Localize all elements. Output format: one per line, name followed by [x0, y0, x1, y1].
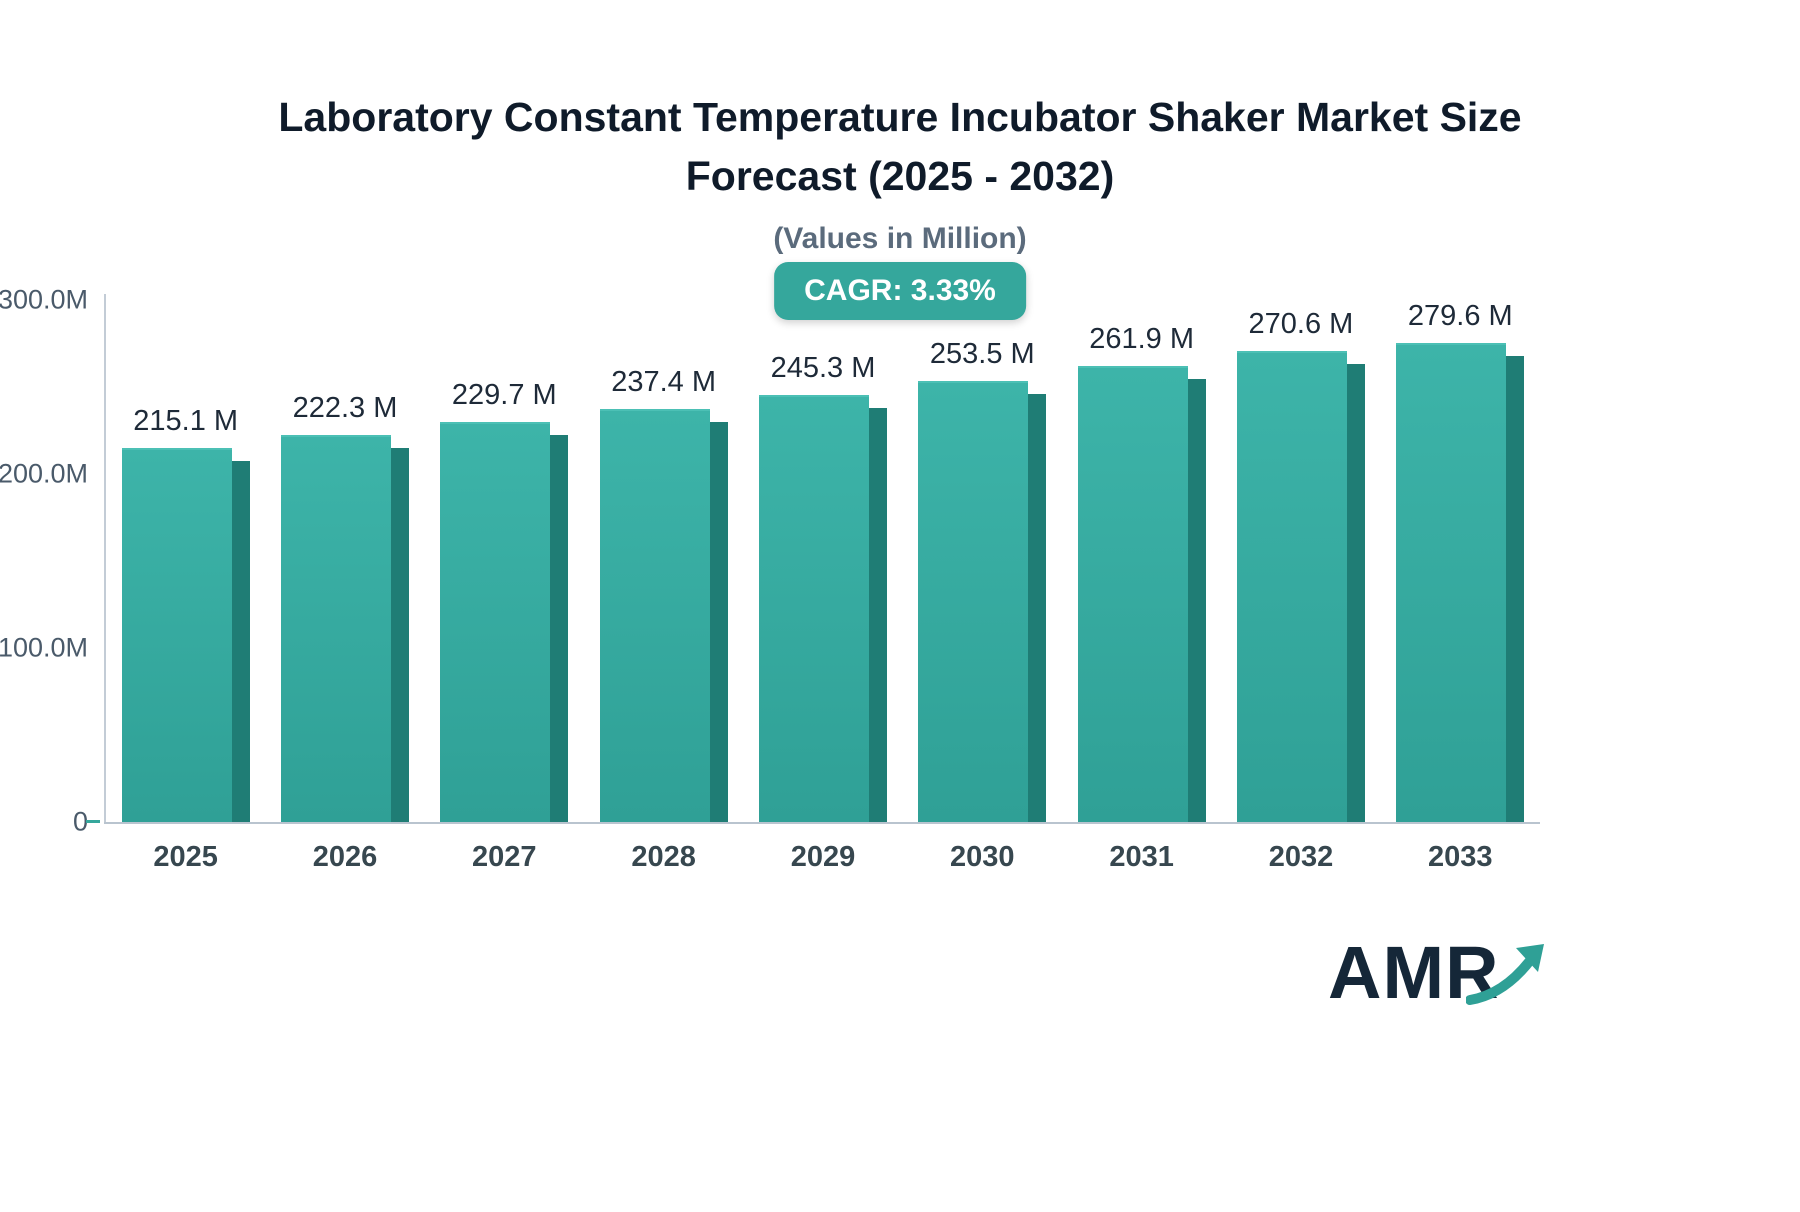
- x-axis-label: 2033: [1428, 841, 1493, 873]
- bar-value-label: 229.7 M: [451, 379, 557, 411]
- bar-value-label: 279.6 M: [1407, 300, 1513, 332]
- bar-side-face: [709, 422, 728, 822]
- bars: 215.1 M 2025 222.3 M 2026 229.7 M 2027 237.4 M…: [106, 300, 1540, 873]
- y-tick-label: 0: [72, 806, 88, 837]
- x-axis-label: 2027: [472, 841, 537, 873]
- bar[interactable]: [758, 395, 887, 822]
- bar[interactable]: [440, 422, 569, 822]
- bar-group: 245.3 M 2029: [743, 300, 902, 873]
- x-axis-label: 2025: [153, 841, 218, 873]
- bar-value-label: 270.6 M: [1248, 308, 1354, 340]
- bar-group: 279.6 M 2033: [1381, 300, 1540, 873]
- bar-front-face: [121, 448, 232, 822]
- x-axis-line: [104, 822, 1540, 824]
- x-axis-label: 2031: [1109, 841, 1174, 873]
- bar-front-face: [280, 435, 391, 822]
- y-axis-labels: 0 100.0M 200.0M 300.0M: [0, 285, 96, 837]
- bar-value-label: 245.3 M: [770, 352, 876, 384]
- bar[interactable]: [121, 448, 250, 822]
- x-axis-label: 2032: [1268, 841, 1334, 873]
- bar-front-face: [1396, 343, 1507, 822]
- bar-group: 253.5 M 2030: [903, 300, 1062, 873]
- y-tick-label: 200.0M: [0, 458, 88, 489]
- chart-title: Laboratory Constant Temperature Incubato…: [278, 94, 1522, 200]
- bar-value-label: 253.5 M: [929, 338, 1035, 370]
- y-axis-line: [104, 294, 106, 824]
- bar-value-label: 215.1 M: [133, 405, 239, 437]
- bar[interactable]: [599, 409, 728, 822]
- bar-side-face: [1187, 379, 1206, 822]
- bar[interactable]: [280, 435, 409, 822]
- bar-group: 237.4 M 2028: [584, 300, 743, 873]
- bar-side-face: [231, 461, 250, 822]
- bar-value-label: 261.9 M: [1089, 323, 1195, 355]
- bar-group: 261.9 M 2031: [1062, 300, 1221, 873]
- bar-side-face: [1346, 364, 1365, 822]
- bar-group: 215.1 M 2025: [106, 300, 265, 873]
- bar-front-face: [1077, 366, 1188, 822]
- zero-tick-mark: [86, 820, 100, 823]
- bar[interactable]: [1236, 351, 1365, 822]
- plot-area: 215.1 M 2025 222.3 M 2026 229.7 M 2027 237.4 M…: [106, 300, 1540, 873]
- y-tick-label: 300.0M: [0, 284, 88, 315]
- bar-side-face: [1506, 356, 1525, 822]
- x-axis-label: 2030: [950, 841, 1015, 873]
- x-axis-label: 2026: [312, 841, 378, 873]
- bar-side-face: [390, 448, 409, 822]
- bar-value-label: 237.4 M: [611, 366, 717, 398]
- bar-value-label: 222.3 M: [292, 392, 398, 424]
- bar-front-face: [918, 381, 1029, 822]
- y-tick-label: 100.0M: [0, 632, 88, 663]
- chart-subtitle: (Values in Million): [773, 222, 1027, 255]
- bar[interactable]: [1396, 343, 1525, 822]
- bar-side-face: [1028, 394, 1047, 822]
- bar-group: 270.6 M 2032: [1221, 300, 1380, 873]
- bar-front-face: [440, 422, 551, 822]
- bar-front-face: [599, 409, 710, 822]
- bar-side-face: [868, 408, 887, 822]
- x-axis-label: 2029: [790, 841, 856, 873]
- bar[interactable]: [918, 381, 1047, 822]
- bar[interactable]: [1077, 366, 1206, 822]
- cagr-badge[interactable]: CAGR: 3.33%: [774, 262, 1026, 320]
- amr-logo: AMR: [1328, 930, 1548, 1020]
- bar-group: 222.3 M 2026: [265, 300, 424, 873]
- x-axis-label: 2028: [631, 841, 696, 873]
- logo-arrow-icon: [1466, 944, 1544, 1005]
- bar-group: 229.7 M 2027: [425, 300, 584, 873]
- bar-front-face: [1236, 351, 1347, 822]
- bar-side-face: [550, 435, 569, 822]
- bar-front-face: [758, 395, 869, 822]
